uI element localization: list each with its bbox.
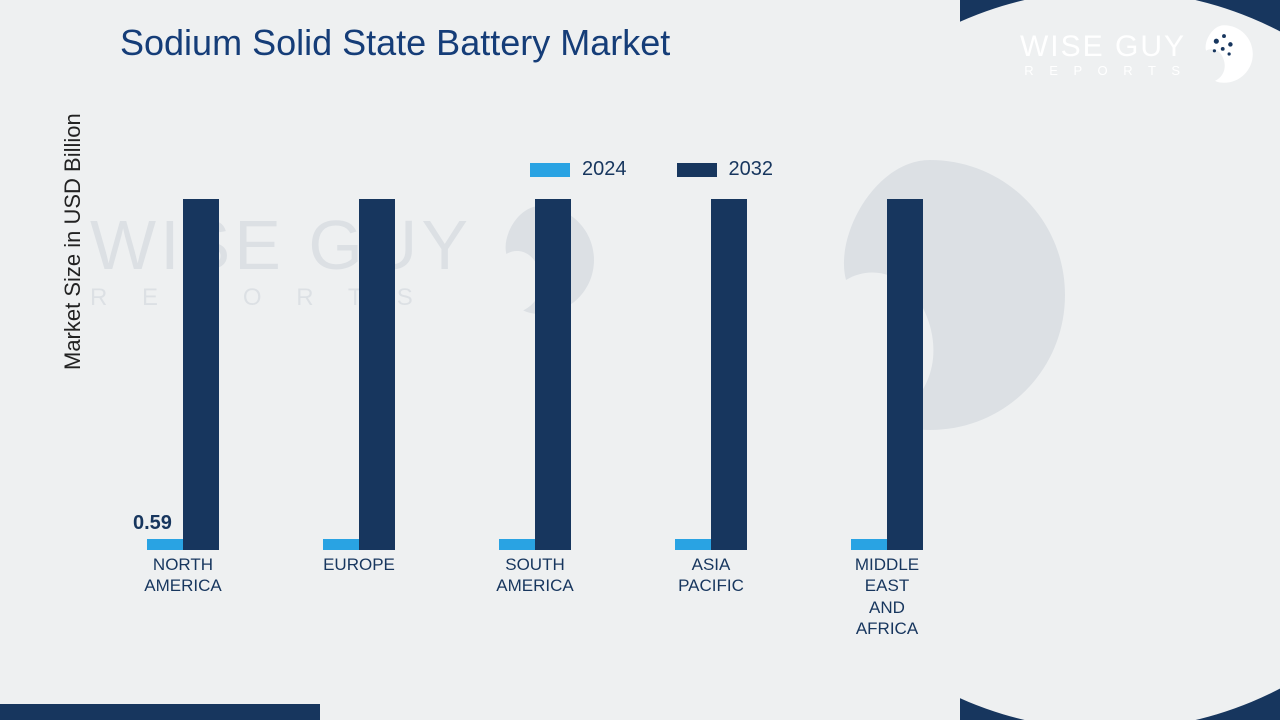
legend: 2024 2032 — [530, 158, 773, 181]
bar-group — [271, 190, 447, 550]
bar-2032 — [535, 199, 571, 550]
bar-2032 — [183, 199, 219, 550]
x-tick-label: NORTHAMERICA — [95, 554, 271, 639]
plot-area: 0.59 — [95, 190, 975, 550]
brand-line1: WISE GUY — [1020, 32, 1186, 62]
bar-2032 — [887, 199, 923, 550]
brand-line2: R E P O R T S — [1020, 64, 1186, 77]
bar-group — [623, 190, 799, 550]
x-axis-labels: NORTHAMERICAEUROPESOUTHAMERICAASIAPACIFI… — [95, 554, 975, 639]
infographic-canvas: WISE GUY R E P O R T S WISE GUY R E P O R… — [0, 0, 1280, 720]
x-tick-label: ASIAPACIFIC — [623, 554, 799, 639]
x-tick-label: EUROPE — [271, 554, 447, 639]
bottom-accent-bar — [0, 704, 320, 720]
legend-swatch-2024 — [530, 163, 570, 177]
bar-2024 — [323, 539, 359, 550]
x-tick-label: SOUTHAMERICA — [447, 554, 623, 639]
bar-value-label: 0.59 — [133, 512, 172, 535]
bar-2024 — [147, 539, 183, 550]
bar-group — [447, 190, 623, 550]
brand-logo: WISE GUY R E P O R T S — [1020, 22, 1256, 86]
bar-group — [799, 190, 975, 550]
bar-2032 — [711, 199, 747, 550]
legend-label-2024: 2024 — [582, 158, 627, 181]
bar-2032 — [359, 199, 395, 550]
bar-2024 — [499, 539, 535, 550]
chart-title: Sodium Solid State Battery Market — [120, 22, 670, 64]
brand-head-icon — [1192, 22, 1256, 86]
bar-2024 — [675, 539, 711, 550]
y-axis-label: Market Size in USD Billion — [60, 113, 86, 370]
legend-item-2024: 2024 — [530, 158, 627, 181]
bar-group: 0.59 — [95, 190, 271, 550]
bar-2024 — [851, 539, 887, 550]
legend-swatch-2032 — [677, 163, 717, 177]
x-tick-label: MIDDLEEASTANDAFRICA — [799, 554, 975, 639]
legend-label-2032: 2032 — [729, 158, 774, 181]
legend-item-2032: 2032 — [677, 158, 774, 181]
